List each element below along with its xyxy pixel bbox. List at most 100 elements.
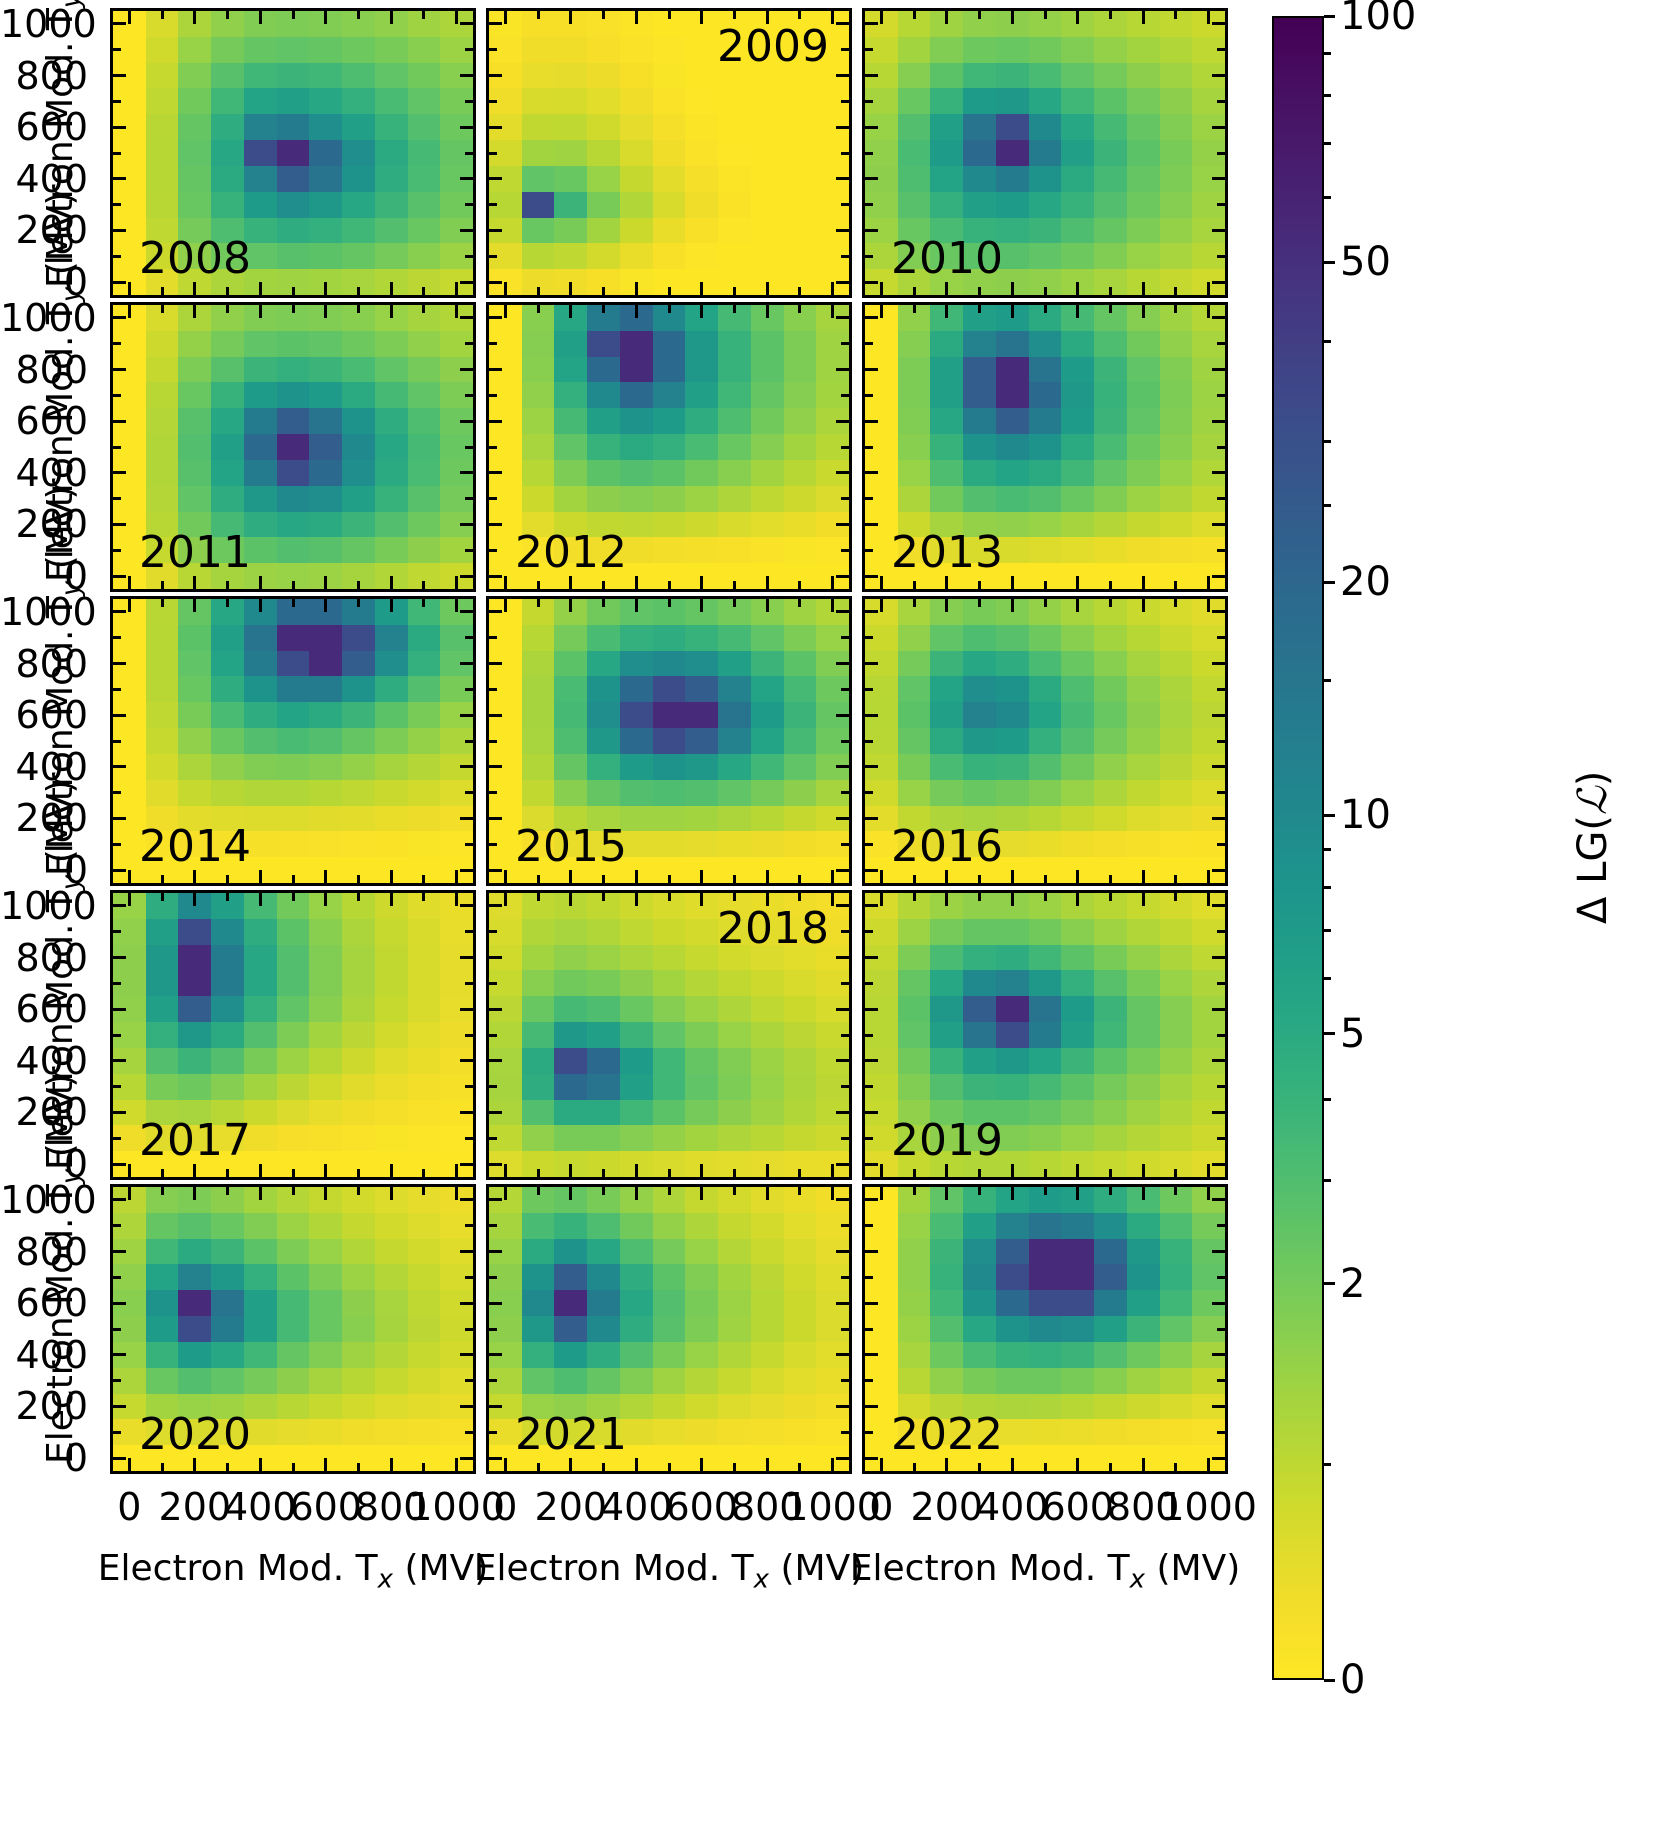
y-tick-label: 1000 (0, 589, 97, 634)
y-tick-label: 600 (15, 693, 88, 738)
panel-2014[interactable]: 2014 (110, 596, 476, 886)
x-tick (732, 1169, 736, 1177)
x-tick (226, 893, 230, 901)
x-tick (291, 11, 295, 19)
colorbar-tick (1324, 580, 1335, 584)
y-tick (841, 842, 849, 846)
y-tick (865, 316, 878, 320)
colorbar-minor-tick (1324, 141, 1331, 145)
y-tick (489, 1162, 502, 1166)
panel-2013[interactable]: 2013 (862, 302, 1228, 592)
y-tick (489, 368, 502, 372)
y-tick (489, 1327, 497, 1331)
x-tick-label: 0 (869, 1485, 894, 1529)
y-tick (489, 316, 502, 320)
x-tick (602, 1463, 606, 1471)
y-tick (113, 151, 121, 155)
y-tick (865, 1007, 878, 1011)
x-tick (389, 1458, 393, 1471)
y-tick (489, 1136, 497, 1140)
x-tick (1108, 11, 1112, 19)
x-tick (536, 287, 540, 295)
x-tick (324, 282, 328, 295)
panel-2022[interactable]: 2022 (862, 1184, 1228, 1474)
y-tick (465, 497, 473, 501)
y-tick (113, 956, 126, 960)
colorbar-tick-label: 50 (1340, 239, 1391, 286)
panel-2010[interactable]: 2010 (862, 8, 1228, 298)
y-tick (465, 151, 473, 155)
y-tick (865, 1224, 873, 1228)
x-tick (602, 1169, 606, 1177)
y-tick (865, 1301, 878, 1305)
x-tick (945, 1458, 949, 1471)
y-tick (865, 151, 873, 155)
y-tick-label: 0 (63, 1142, 88, 1187)
x-tick (1108, 581, 1112, 589)
y-tick (489, 662, 502, 666)
y-tick (489, 868, 502, 872)
panel-2017[interactable]: 2017 (110, 890, 476, 1180)
panel-2012[interactable]: 2012 (486, 302, 852, 592)
panel-2018[interactable]: 2018 (486, 890, 852, 1180)
y-tick (841, 1379, 849, 1383)
panel-year-label: 2008 (139, 233, 251, 284)
x-tick (831, 893, 835, 906)
y-tick (865, 765, 878, 769)
y-tick (836, 713, 849, 717)
y-tick (465, 687, 473, 691)
panel-2020[interactable]: 2020 (110, 1184, 476, 1474)
x-tick (700, 305, 704, 318)
y-tick (489, 177, 502, 181)
y-tick (113, 687, 121, 691)
x-tick (1174, 1169, 1178, 1177)
x-tick (1043, 599, 1047, 607)
y-tick (489, 1110, 502, 1114)
x-tick (127, 1458, 131, 1471)
panel-year-label: 2014 (139, 821, 251, 872)
panel-2011[interactable]: 2011 (110, 302, 476, 592)
y-tick (460, 713, 473, 717)
x-tick-label: 600 (665, 1485, 738, 1529)
x-tick (945, 1164, 949, 1177)
x-tick (765, 1164, 769, 1177)
x-tick (978, 1463, 982, 1471)
y-tick (1212, 956, 1225, 960)
y-tick-label: 600 (15, 105, 88, 150)
x-tick (798, 305, 802, 313)
x-tick (160, 1463, 164, 1471)
panel-2009[interactable]: 2009 (486, 8, 852, 298)
x-tick (193, 1187, 197, 1200)
x-tick (732, 599, 736, 607)
panel-2008[interactable]: 2008 (110, 8, 476, 298)
x-tick (1010, 1187, 1014, 1200)
y-tick (489, 419, 502, 423)
x-tick (1010, 11, 1014, 24)
y-tick (841, 445, 849, 449)
y-tick (489, 816, 502, 820)
x-tick (389, 282, 393, 295)
x-tick (765, 1458, 769, 1471)
x-tick (732, 875, 736, 883)
heatmap-2011 (113, 305, 473, 589)
x-tick (389, 599, 393, 612)
panel-2021[interactable]: 2021 (486, 1184, 852, 1474)
x-tick (1174, 599, 1178, 607)
panel-2019[interactable]: 2019 (862, 890, 1228, 1180)
y-tick (489, 393, 497, 397)
colorbar-tick-label: 2 (1340, 1260, 1366, 1307)
x-tick (1174, 1463, 1178, 1471)
x-tick-label: 1000 (1160, 1485, 1257, 1529)
y-tick (489, 280, 502, 284)
panel-2015[interactable]: 2015 (486, 596, 852, 886)
x-tick (160, 599, 164, 607)
y-tick (1212, 1162, 1225, 1166)
y-tick (865, 1110, 878, 1114)
x-tick (667, 287, 671, 295)
panel-2016[interactable]: 2016 (862, 596, 1228, 886)
y-tick (113, 177, 126, 181)
x-tick (127, 305, 131, 318)
y-tick (836, 22, 849, 26)
y-tick (460, 419, 473, 423)
x-tick (831, 305, 835, 318)
